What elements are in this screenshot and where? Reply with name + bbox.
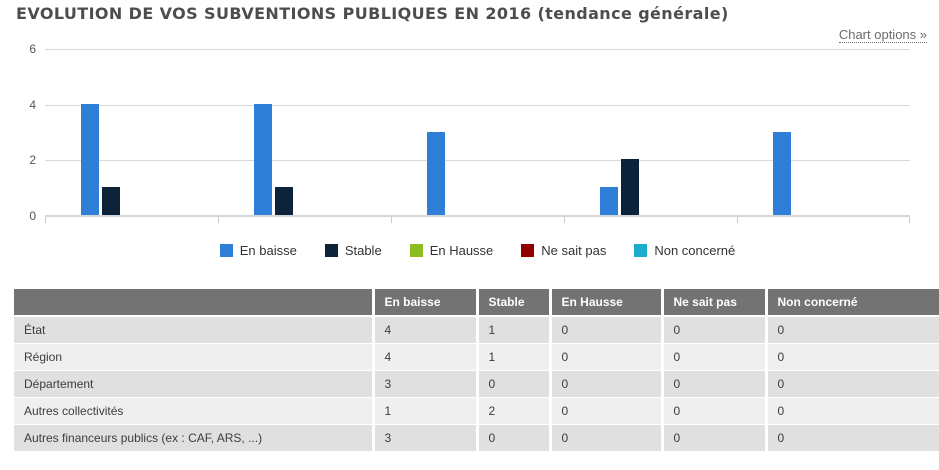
bar-En baisse-Région[interactable] xyxy=(253,103,272,215)
row-label: Autres financeurs publics (ex : CAF, ARS… xyxy=(14,424,375,452)
cell-value: 0 xyxy=(477,370,552,398)
column-header-empty xyxy=(14,289,375,317)
page-title: EVOLUTION DE VOS SUBVENTIONS PUBLIQUES E… xyxy=(16,4,729,23)
column-header-Ne sait pas: Ne sait pas xyxy=(662,289,768,317)
results-table-header: En baisse Stable En Hausse Ne sait pas Non c… xyxy=(14,289,939,317)
legend-swatch-icon xyxy=(409,244,423,257)
cell-value: 0 xyxy=(662,316,768,344)
cell-value: 1 xyxy=(477,316,552,344)
cell-value: 0 xyxy=(550,316,664,344)
row-label: État xyxy=(14,316,375,344)
bar-chart-plot-area: 0 2 4 6 xyxy=(29,42,910,223)
cell-value: 3 xyxy=(373,424,479,452)
x-axis-tick xyxy=(45,217,46,223)
results-table-body: État 4 1 0 0 0 Région 4 1 0 0 0 Département 3 0 0 0 0 Autr… xyxy=(14,316,939,452)
cell-value: 3 xyxy=(373,370,479,398)
y-axis-label-0: 0 xyxy=(29,209,36,223)
cell-value: 1 xyxy=(477,343,552,371)
legend-item-Stable[interactable]: Stable xyxy=(324,243,382,258)
x-axis-tick xyxy=(909,217,910,223)
cell-value: 0 xyxy=(550,424,664,452)
y-axis-label-4: 4 xyxy=(29,97,36,112)
bar-En baisse-Département[interactable] xyxy=(426,131,445,215)
cell-value: 0 xyxy=(477,424,552,452)
x-axis-tick xyxy=(391,217,392,223)
table-row-État: État 4 1 0 0 0 xyxy=(14,316,939,344)
legend-label: Non concerné xyxy=(654,243,736,258)
x-axis-tick xyxy=(564,217,565,223)
gridline-y6 xyxy=(45,49,910,50)
row-label: Département xyxy=(14,370,375,398)
column-header-En baisse: En baisse xyxy=(373,289,479,317)
table-row-Autres collectivités: Autres collectivités 1 2 0 0 0 xyxy=(14,397,939,425)
bar-Stable-État[interactable] xyxy=(101,187,120,215)
y-axis-label-6: 6 xyxy=(29,42,36,56)
cell-value: 0 xyxy=(766,343,939,371)
table-row-Département: Département 3 0 0 0 0 xyxy=(14,370,939,398)
legend-item-Non concerné[interactable]: Non concerné xyxy=(634,243,735,258)
cell-value: 0 xyxy=(550,370,664,398)
gridline-y2 xyxy=(45,160,910,162)
cell-value: 0 xyxy=(766,424,939,452)
bar-En baisse-État[interactable] xyxy=(80,103,99,215)
legend-swatch-icon xyxy=(634,244,648,257)
cell-value: 0 xyxy=(766,316,939,344)
chart-options-link[interactable]: Chart options » xyxy=(838,27,927,43)
legend-swatch-icon xyxy=(219,244,233,257)
gridline-y4 xyxy=(45,104,910,106)
row-label: Région xyxy=(14,343,375,371)
column-header-En Hausse: En Hausse xyxy=(550,289,664,317)
legend-item-Ne sait pas[interactable]: Ne sait pas xyxy=(521,243,606,258)
y-axis-label-2: 2 xyxy=(29,153,36,168)
results-table: En baisse Stable En Hausse Ne sait pas Non c… xyxy=(14,289,939,452)
cell-value: 0 xyxy=(662,397,768,425)
legend-item-En baisse[interactable]: En baisse xyxy=(219,243,297,258)
x-axis-tick xyxy=(737,217,738,223)
bar-En baisse-Autres collectivités[interactable] xyxy=(599,187,618,215)
legend-swatch-icon xyxy=(324,244,338,257)
bar-En baisse-Autres financeurs publics (ex : CAF, ARS, ...)[interactable] xyxy=(772,131,791,215)
cell-value: 0 xyxy=(550,397,664,425)
cell-value: 4 xyxy=(373,316,479,344)
legend-label: En baisse xyxy=(239,243,297,258)
column-header-Stable: Stable xyxy=(477,289,552,317)
legend-label: Ne sait pas xyxy=(541,243,607,258)
cell-value: 4 xyxy=(373,343,479,371)
legend-swatch-icon xyxy=(521,244,535,257)
cell-value: 0 xyxy=(766,370,939,398)
table-row-Autres financeurs publics (ex : CAF, ARS, ...): Autres financeurs publics (ex : CAF, ARS… xyxy=(14,424,939,452)
cell-value: 0 xyxy=(766,397,939,425)
bar-Stable-Région[interactable] xyxy=(274,187,293,215)
x-axis-tick xyxy=(218,217,219,223)
cell-value: 0 xyxy=(550,343,664,371)
chart-legend: En baisse Stable En Hausse Ne sait pas Non c… xyxy=(45,243,910,258)
cell-value: 1 xyxy=(373,397,479,425)
column-header-Non concerné: Non concerné xyxy=(766,289,939,317)
row-label: Autres collectivités xyxy=(14,397,375,425)
cell-value: 0 xyxy=(662,343,768,371)
legend-label: Stable xyxy=(344,243,382,258)
cell-value: 0 xyxy=(662,370,768,398)
table-row-Région: Région 4 1 0 0 0 xyxy=(14,343,939,371)
bar-Stable-Autres collectivités[interactable] xyxy=(620,159,639,215)
cell-value: 0 xyxy=(662,424,768,452)
legend-item-En Hausse[interactable]: En Hausse xyxy=(409,243,494,258)
cell-value: 2 xyxy=(477,397,552,425)
legend-label: En Hausse xyxy=(429,243,494,258)
